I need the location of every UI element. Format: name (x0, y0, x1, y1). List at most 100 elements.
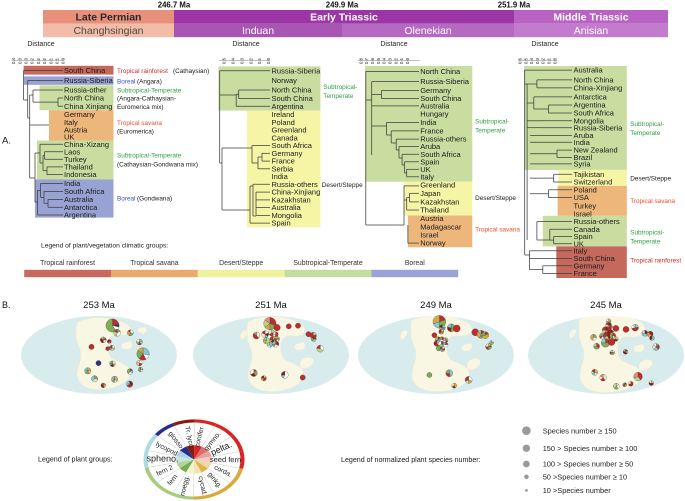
svg-text:Middle Triassic: Middle Triassic (553, 12, 628, 24)
svg-text:Italy: Italy (574, 246, 588, 255)
svg-text:Distance: Distance (531, 41, 558, 48)
svg-text:Greenland: Greenland (272, 126, 307, 135)
svg-text:Australia: Australia (64, 195, 94, 204)
svg-text:Desert/Steppe: Desert/Steppe (475, 195, 516, 202)
svg-text:Germany: Germany (64, 110, 95, 119)
svg-text:Australia: Australia (420, 102, 450, 111)
svg-text:South Africa: South Africa (574, 109, 615, 118)
svg-text:Israel: Israel (420, 231, 439, 240)
svg-text:0.3: 0.3 (17, 57, 22, 64)
svg-text:Changhsingian: Changhsingian (73, 25, 143, 37)
svg-text:0.6: 0.6 (370, 57, 375, 64)
svg-text:Germany: Germany (574, 261, 605, 270)
svg-text:Kazakhstan: Kazakhstan (420, 198, 459, 207)
svg-text:Thailand: Thailand (420, 206, 449, 215)
svg-text:0.0: 0.0 (552, 57, 557, 64)
svg-text:Mongolia: Mongolia (574, 116, 605, 125)
svg-text:Ireland: Ireland (272, 110, 295, 119)
svg-text:Subtropical-: Subtropical- (630, 230, 664, 237)
svg-text:Desert/Steppe: Desert/Steppe (630, 176, 671, 183)
svg-text:Austria: Austria (420, 214, 444, 223)
svg-text:Poland: Poland (574, 185, 597, 194)
svg-text:North China: North China (574, 76, 615, 85)
svg-text:0.7: 0.7 (364, 57, 369, 64)
svg-text:Temperate: Temperate (630, 239, 661, 246)
svg-text:UK: UK (574, 239, 584, 248)
svg-text:Antarctica: Antarctica (574, 93, 608, 102)
svg-text:Boreal: Boreal (405, 260, 425, 267)
svg-text:Russia-Siberia: Russia-Siberia (420, 77, 470, 86)
svg-text:South China: South China (272, 94, 314, 103)
svg-text:(Gondwana): (Gondwana) (137, 196, 172, 203)
svg-text:Subtropical-Temperate: Subtropical-Temperate (117, 88, 182, 95)
svg-text:Serbia: Serbia (272, 164, 295, 173)
svg-text:(Euromerica): (Euromerica) (117, 129, 154, 136)
svg-text:Anisian: Anisian (574, 25, 609, 37)
svg-text:0.4: 0.4 (11, 57, 16, 64)
svg-text:Spain: Spain (420, 157, 439, 166)
svg-text:0.3: 0.3 (388, 57, 393, 64)
svg-text:Spain: Spain (574, 232, 593, 241)
svg-text:0.2: 0.2 (248, 57, 253, 64)
svg-text:150 > Species number ≥ 100: 150 > Species number ≥ 100 (543, 444, 638, 453)
svg-text:Australia: Australia (272, 203, 302, 212)
svg-text:China Xinjiang: China Xinjiang (64, 102, 112, 111)
svg-text:Germany: Germany (272, 149, 303, 158)
svg-text:Euromerica mix): Euromerica mix) (117, 104, 164, 111)
svg-text:0.4: 0.4 (529, 57, 534, 64)
svg-text:Norway: Norway (420, 239, 446, 248)
svg-text:0.1: 0.1 (55, 57, 60, 64)
svg-text:Argentina: Argentina (64, 211, 97, 220)
svg-text:0.0: 0.0 (266, 57, 271, 64)
svg-text:0.2: 0.2 (393, 57, 398, 64)
svg-text:Late Permian: Late Permian (76, 12, 142, 24)
svg-text:China-Xinjiang: China-Xinjiang (272, 188, 321, 197)
svg-text:South China: South China (574, 254, 616, 263)
svg-text:0.0: 0.0 (405, 57, 410, 64)
svg-text:100 > Species number ≥ 50: 100 > Species number ≥ 50 (543, 460, 634, 469)
svg-text:Italy: Italy (420, 172, 434, 181)
svg-text:Subtropical-: Subtropical- (630, 121, 664, 128)
svg-text:Induan: Induan (242, 25, 274, 37)
svg-text:Legend of plant/vegetation cli: Legend of plant/vegetation climatic grou… (41, 243, 168, 250)
svg-text:South Africa: South Africa (64, 187, 105, 196)
svg-text:Tropical rainforest: Tropical rainforest (117, 68, 168, 75)
svg-text:Austria: Austria (64, 126, 88, 135)
svg-text:Subtropical-Temperate: Subtropical-Temperate (293, 260, 362, 267)
svg-text:Tropical savana: Tropical savana (630, 198, 675, 205)
svg-text:Tropical rainforest: Tropical rainforest (630, 258, 681, 265)
svg-text:Subtropical-: Subtropical- (323, 84, 357, 91)
svg-text:249.9 Ma: 249.9 Ma (326, 1, 359, 10)
svg-text:251.9 Ma: 251.9 Ma (498, 1, 531, 10)
svg-text:Thailand: Thailand (64, 163, 93, 172)
svg-text:0.1: 0.1 (399, 57, 404, 64)
svg-text:0.6: 0.6 (518, 57, 523, 64)
svg-text:10 >Species number: 10 >Species number (543, 486, 612, 495)
svg-text:conifer: conifer (194, 426, 206, 448)
svg-text:0.0: 0.0 (61, 57, 66, 64)
svg-text:0.2: 0.2 (36, 57, 41, 64)
svg-text:Aruba: Aruba (420, 142, 441, 151)
svg-text:Legend of normalized plant spe: Legend of normalized plant species numbe… (341, 456, 481, 464)
svg-text:Greenland: Greenland (420, 181, 455, 190)
svg-text:Argentina: Argentina (574, 101, 607, 110)
svg-text:China-Xizang: China-Xizang (64, 140, 109, 149)
svg-text:246.7 Ma: 246.7 Ma (158, 1, 191, 10)
svg-text:245 Ma: 245 Ma (590, 300, 622, 311)
svg-text:Desert/Steppe: Desert/Steppe (322, 182, 363, 189)
svg-text:India: India (64, 179, 81, 188)
svg-text:Indonesia: Indonesia (64, 170, 97, 179)
svg-text:UK: UK (420, 165, 430, 174)
svg-text:Laos: Laos (64, 147, 81, 156)
svg-text:Antarctica: Antarctica (64, 203, 98, 212)
svg-text:UK: UK (64, 133, 74, 142)
svg-text:Turkey: Turkey (64, 155, 87, 164)
svg-text:Tajikistan: Tajikistan (574, 170, 605, 179)
svg-text:Canada: Canada (272, 133, 299, 142)
svg-text:0.1: 0.1 (48, 57, 53, 64)
svg-text:(Angara-Cathaysian-: (Angara-Cathaysian- (117, 96, 176, 103)
svg-text:0.3: 0.3 (239, 57, 244, 64)
svg-text:Russia-others: Russia-others (272, 180, 319, 189)
svg-text:China-Xinjiang: China-Xinjiang (574, 84, 623, 93)
svg-text:Species number ≥ 150: Species number ≥ 150 (543, 426, 617, 435)
